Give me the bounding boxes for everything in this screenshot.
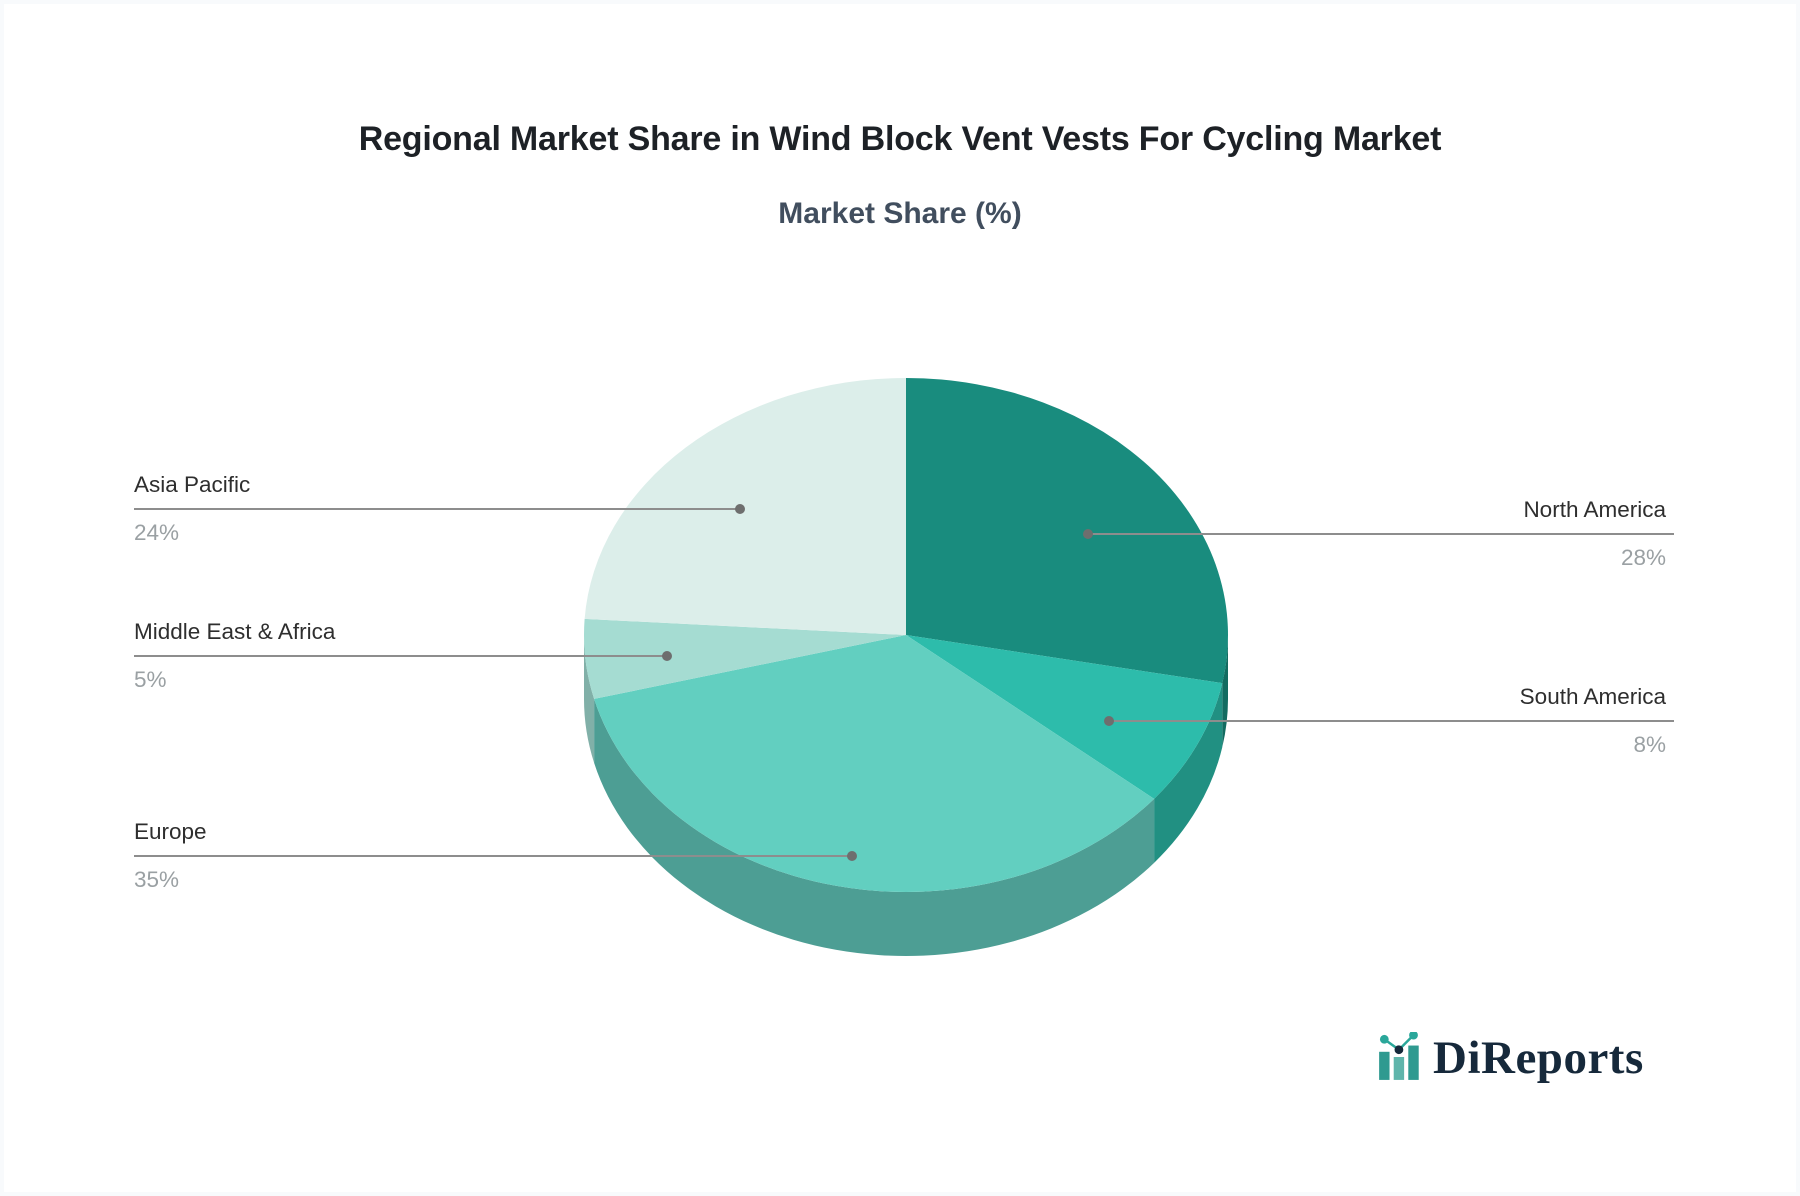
chart-title: Regional Market Share in Wind Block Vent… [358, 120, 1442, 158]
pie-slice-side [584, 635, 595, 763]
slice-pct-label: 28% [1620, 545, 1666, 570]
pie-slice-side [1154, 683, 1223, 863]
pie-slice-europe [594, 635, 1155, 893]
logo-bar [1393, 1057, 1405, 1080]
pie-slice-side [594, 698, 1155, 957]
pie-slice-middle-east-africa [584, 618, 906, 699]
logo-bar [1408, 1045, 1419, 1080]
leader-dot [735, 504, 745, 514]
logo-bar [1379, 1051, 1390, 1080]
leader-dot [847, 851, 857, 861]
leader-line [1109, 720, 1674, 722]
logo-trend-dot [1379, 1034, 1389, 1044]
pie-slice-north-america [906, 378, 1228, 684]
direports-logo: DiReports [1378, 1032, 1644, 1082]
pie-slice-south-america [906, 635, 1223, 799]
slice-name-label: North America [1523, 497, 1666, 522]
logo-trend-dot [1394, 1045, 1404, 1055]
pie-slice-side [1222, 635, 1228, 748]
slice-pct-label: 24% [134, 520, 180, 545]
slice-name-label: Asia Pacific [134, 472, 251, 497]
slice-pct-label: 35% [134, 867, 180, 892]
leader-line [134, 655, 667, 657]
pie-chart [584, 378, 1228, 957]
logo-text: DiReports [1433, 1032, 1644, 1084]
leader-dot [1083, 529, 1093, 539]
slice-pct-label: 8% [1633, 732, 1666, 757]
slice-name-label: South America [1519, 684, 1666, 709]
leader-dot [1104, 716, 1114, 726]
chart-subtitle: Market Share (%) [778, 197, 1022, 230]
pie-slice-asia-pacific [584, 378, 906, 635]
leader-line [134, 855, 852, 857]
slice-name-label: Europe [134, 819, 207, 844]
leader-dot [662, 651, 672, 661]
leader-line [134, 508, 740, 510]
bar-chart-trend-icon [1379, 1032, 1419, 1080]
logo-trend-dot [1409, 1032, 1418, 1040]
slice-pct-label: 5% [134, 667, 167, 692]
leader-line [1088, 533, 1674, 535]
slice-name-label: Middle East & Africa [134, 619, 336, 644]
